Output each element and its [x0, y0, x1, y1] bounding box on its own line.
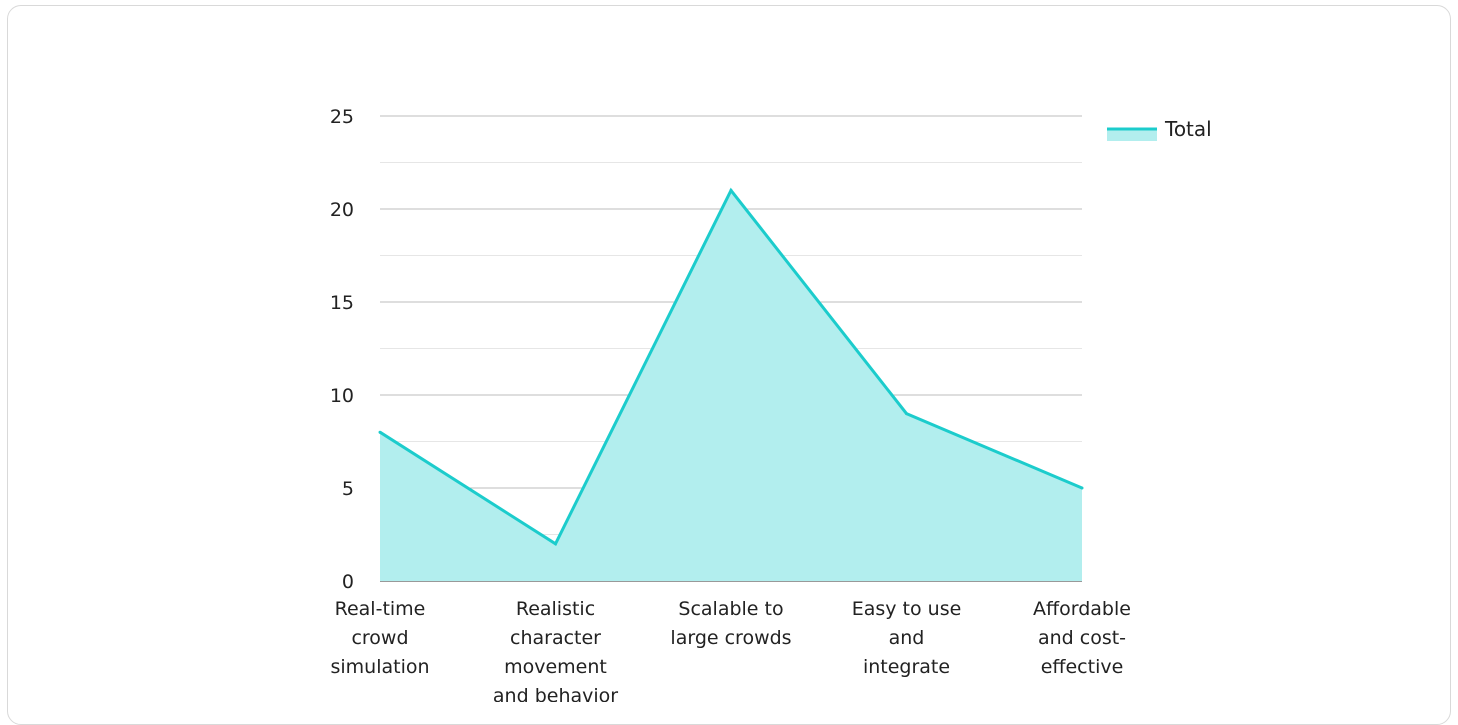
x-tick-label: Realistic character movement and behavior	[493, 598, 618, 702]
x-axis: Real-time crowd simulation Realistic charact…	[330, 598, 1130, 702]
y-tick-label: 15	[330, 292, 354, 314]
y-tick-label: 10	[330, 385, 354, 407]
data-point[interactable]	[729, 188, 733, 192]
series-area-fill	[380, 190, 1082, 581]
y-tick-label: 25	[330, 106, 354, 128]
y-axis: 0 5 10 15 20 25	[330, 106, 354, 593]
legend-label[interactable]: Total	[1164, 117, 1212, 141]
y-tick-label: 5	[342, 478, 354, 500]
x-tick-label: Scalable to large crowds	[670, 598, 791, 649]
y-tick-label: 0	[342, 571, 354, 593]
series-area	[378, 187, 1084, 581]
data-point[interactable]	[905, 412, 908, 416]
x-tick-label: Real-time crowd simulation	[330, 598, 429, 678]
x-tick-label: Affordable and cost-effective	[1033, 598, 1131, 678]
data-point[interactable]	[554, 542, 557, 546]
legend: Total	[1107, 117, 1212, 141]
data-point[interactable]	[1080, 486, 1084, 490]
data-point[interactable]	[378, 430, 382, 434]
x-tick-label: Easy to use and integrate	[852, 598, 962, 678]
legend-swatch-fill	[1107, 129, 1157, 141]
y-tick-label: 20	[330, 199, 354, 221]
area-chart: 0 5 10 15 20 25 Real-time crowd simulation Reali…	[330, 106, 1212, 702]
